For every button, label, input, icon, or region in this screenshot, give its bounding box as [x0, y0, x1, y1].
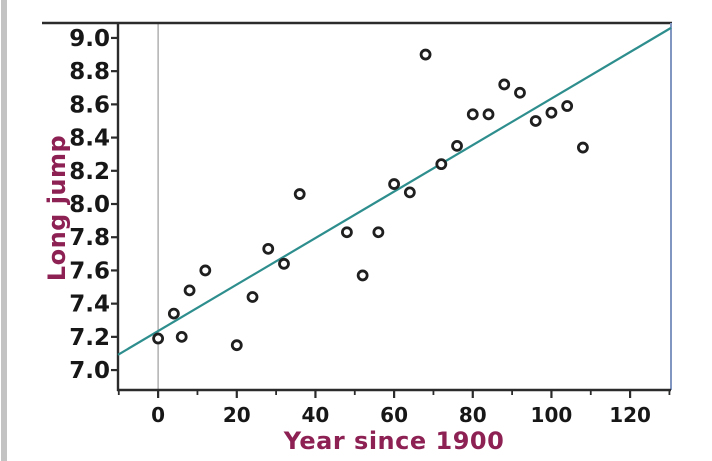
data-point [514, 86, 526, 99]
y-tick-label: 7.2 [69, 325, 110, 351]
data-point [576, 141, 589, 154]
data-point [451, 139, 463, 152]
page-edge-stripe [1, 0, 7, 461]
x-axis-title: Year since 1900 [283, 427, 505, 455]
data-point [246, 291, 259, 303]
data-point [183, 284, 196, 297]
data-point [278, 257, 290, 270]
data-point [498, 78, 511, 91]
data-point [167, 307, 180, 320]
data-point [262, 242, 275, 255]
data-point [403, 186, 416, 199]
y-tick-label: 8.6 [69, 92, 110, 118]
y-tick-label: 9.0 [69, 26, 110, 52]
trend-line [117, 26, 672, 356]
x-tick-label: 60 [380, 403, 408, 427]
data-point [545, 106, 558, 119]
y-tick-label: 8.0 [69, 192, 110, 218]
x-tick-label: 40 [302, 403, 330, 427]
data-point [561, 100, 574, 112]
y-tick-label: 8.2 [69, 159, 110, 185]
y-tick-label: 8.8 [69, 59, 110, 85]
data-point [466, 108, 479, 121]
x-tick-label: 20 [223, 403, 251, 427]
data-point [293, 188, 306, 200]
data-point [482, 108, 495, 121]
data-point [152, 332, 165, 345]
data-point [341, 226, 353, 239]
data-point [199, 264, 212, 277]
y-tick-label: 7.8 [69, 225, 110, 251]
data-point [419, 48, 432, 61]
x-tick-label: 80 [459, 403, 487, 427]
data-point [529, 115, 542, 127]
x-tick-label: 100 [531, 403, 573, 427]
x-tick-label: 0 [151, 403, 165, 427]
data-point [356, 269, 369, 282]
x-tick-label: 120 [609, 403, 651, 427]
data-point [388, 178, 401, 190]
data-point [372, 226, 385, 239]
data-point [435, 158, 448, 171]
data-point [175, 330, 188, 343]
y-tick-label: 7.0 [69, 358, 110, 384]
data-point [230, 339, 243, 352]
y-axis-title: Long jump [43, 134, 71, 282]
y-tick-label: 7.6 [69, 258, 110, 284]
y-tick-label: 8.4 [69, 126, 110, 152]
y-tick-label: 7.4 [69, 292, 110, 318]
